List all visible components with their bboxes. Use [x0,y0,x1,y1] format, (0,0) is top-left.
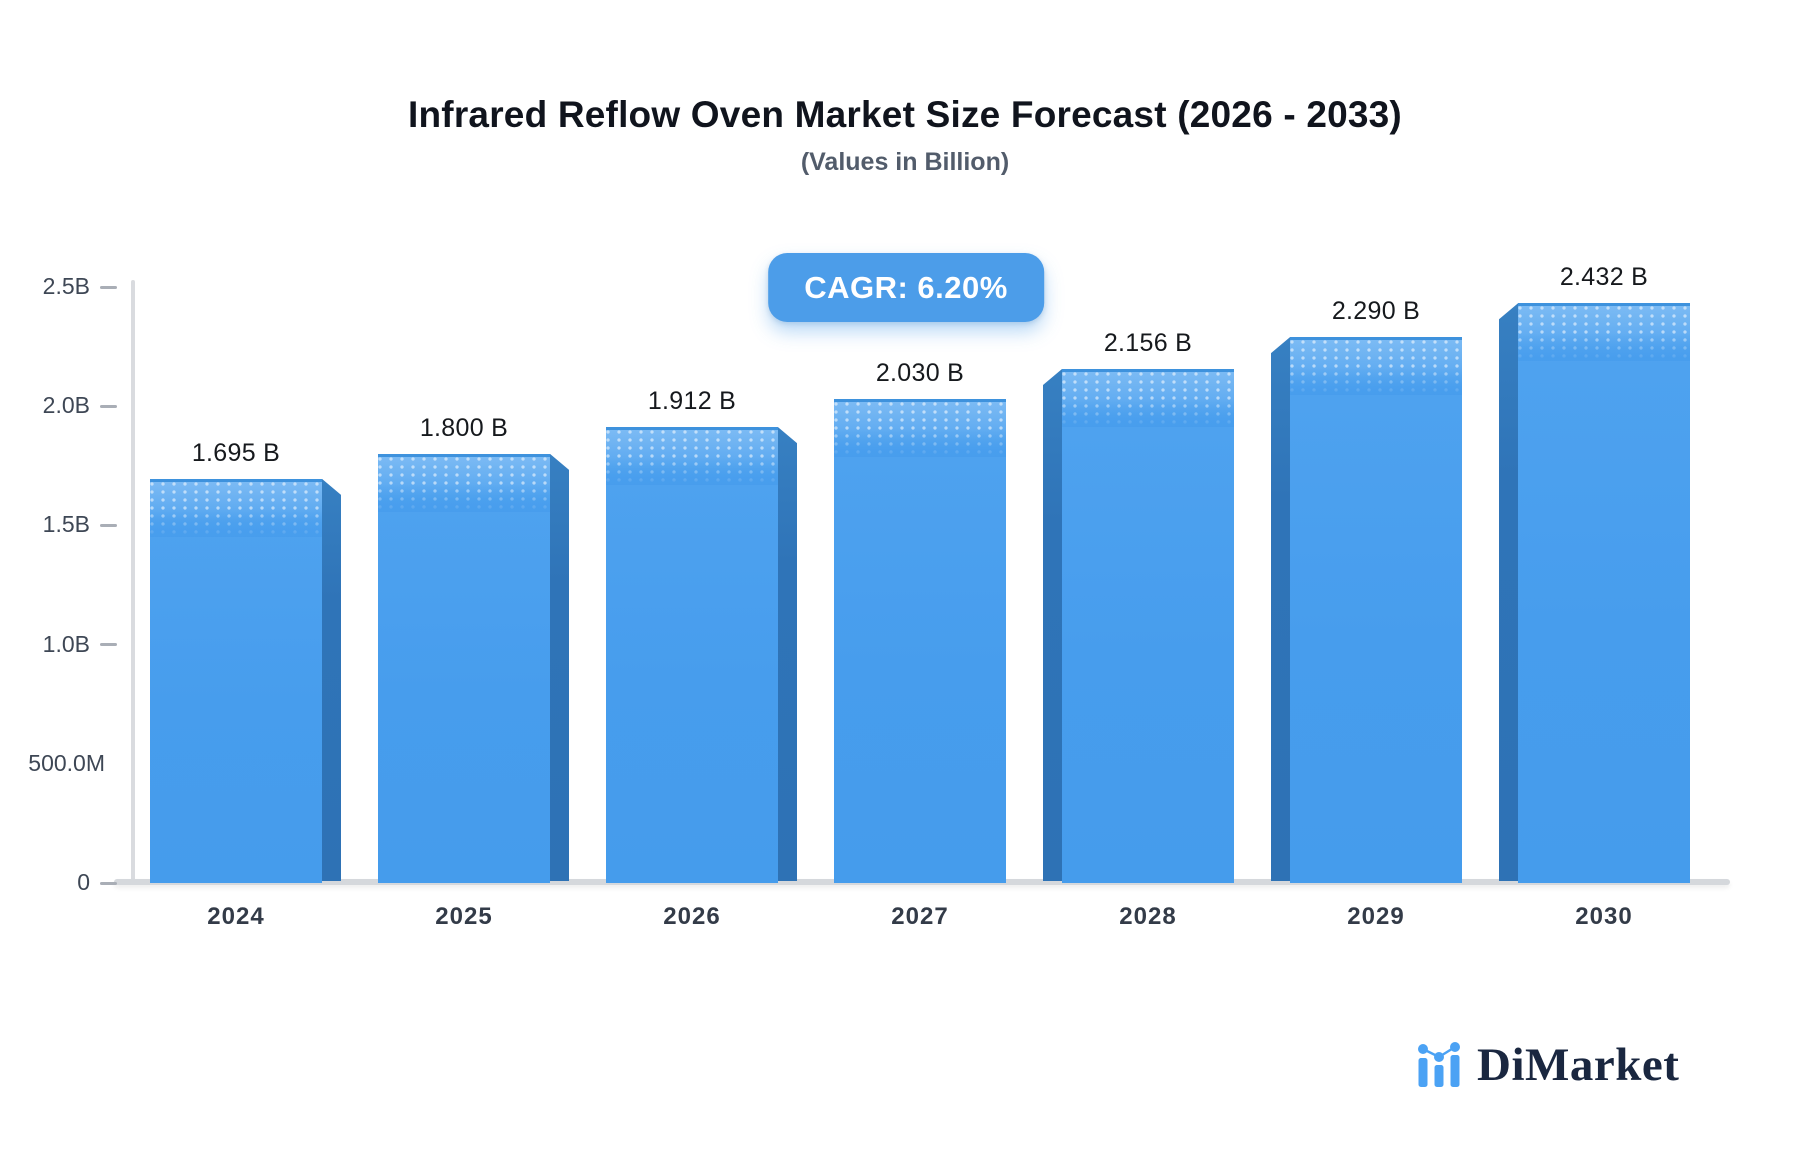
bar-top-texture [606,430,778,486]
x-axis-label-2028: 2028 [1119,903,1177,930]
bar-2029[interactable] [1290,337,1462,883]
bar-2028[interactable] [1062,369,1234,883]
bar-value-label-2027: 2.030 B [875,359,965,388]
x-axis-label-2027: 2027 [891,903,949,930]
y-tick-0 [100,881,117,885]
brand-logo[interactable]: DiMarket [1416,1038,1679,1088]
x-axis-label-2026: 2026 [663,903,721,930]
bar-side-face-2024 [322,478,341,881]
bar-value-label-2030: 2.432 B [1559,263,1649,292]
bar-side-face-2026 [778,427,797,881]
x-axis-label-2024: 2024 [207,903,265,930]
bar-side-face-2029 [1271,337,1290,881]
bar-2026[interactable] [606,427,778,883]
cagr-badge: CAGR: 6.20% [768,253,1044,322]
bar-top-texture [378,456,550,512]
y-tick-label-2.5B: 2.5B [42,273,90,299]
y-tick-2.5B [100,285,117,289]
y-tick-label-0: 0 [77,869,90,895]
y-tick-1.5B [100,523,117,527]
x-axis-label-2025: 2025 [435,903,493,930]
bar-side-face-2030 [1499,303,1518,881]
mini-bar-chart-icon [1418,1042,1460,1087]
bar-top-texture [1518,306,1690,362]
chart-title: Infrared Reflow Oven Market Size Forecas… [408,94,1402,135]
brand-logo-text: DiMarket [1477,1038,1680,1091]
y-axis-line [131,280,135,885]
y-tick-2.0B [100,404,117,408]
y-tick-label-1.5B: 1.5B [42,511,90,538]
bar-value-label-2029: 2.290 B [1331,297,1421,326]
y-tick-label-1.0B: 1.0B [42,630,90,657]
bar-top-texture [834,402,1006,458]
bar-side-face-2025 [550,453,569,881]
bar-side-face-2028 [1043,369,1062,881]
bar-2030[interactable] [1518,303,1690,883]
bar-top-texture [1290,340,1462,396]
bar-value-label-2024: 1.695 B [191,438,281,467]
bar-top-texture [150,481,322,537]
y-tick-label-500.0M: 500.0M [28,749,105,776]
bar-2024[interactable] [150,478,322,883]
x-axis-label-2029: 2029 [1347,903,1405,930]
bar-value-label-2028: 2.156 B [1103,329,1193,357]
bar-top-texture [1062,372,1234,427]
bar-value-label-2025: 1.800 B [419,413,509,442]
bar-value-label-2026: 1.912 B [647,387,737,416]
x-axis-label-2030: 2030 [1575,903,1633,930]
chart-subtitle: (Values in Billion) [800,148,1010,176]
bar-2025[interactable] [378,453,550,883]
bar-2027[interactable] [834,399,1006,883]
y-tick-1.0B [100,643,117,647]
y-tick-label-2.0B: 2.0B [42,392,90,419]
